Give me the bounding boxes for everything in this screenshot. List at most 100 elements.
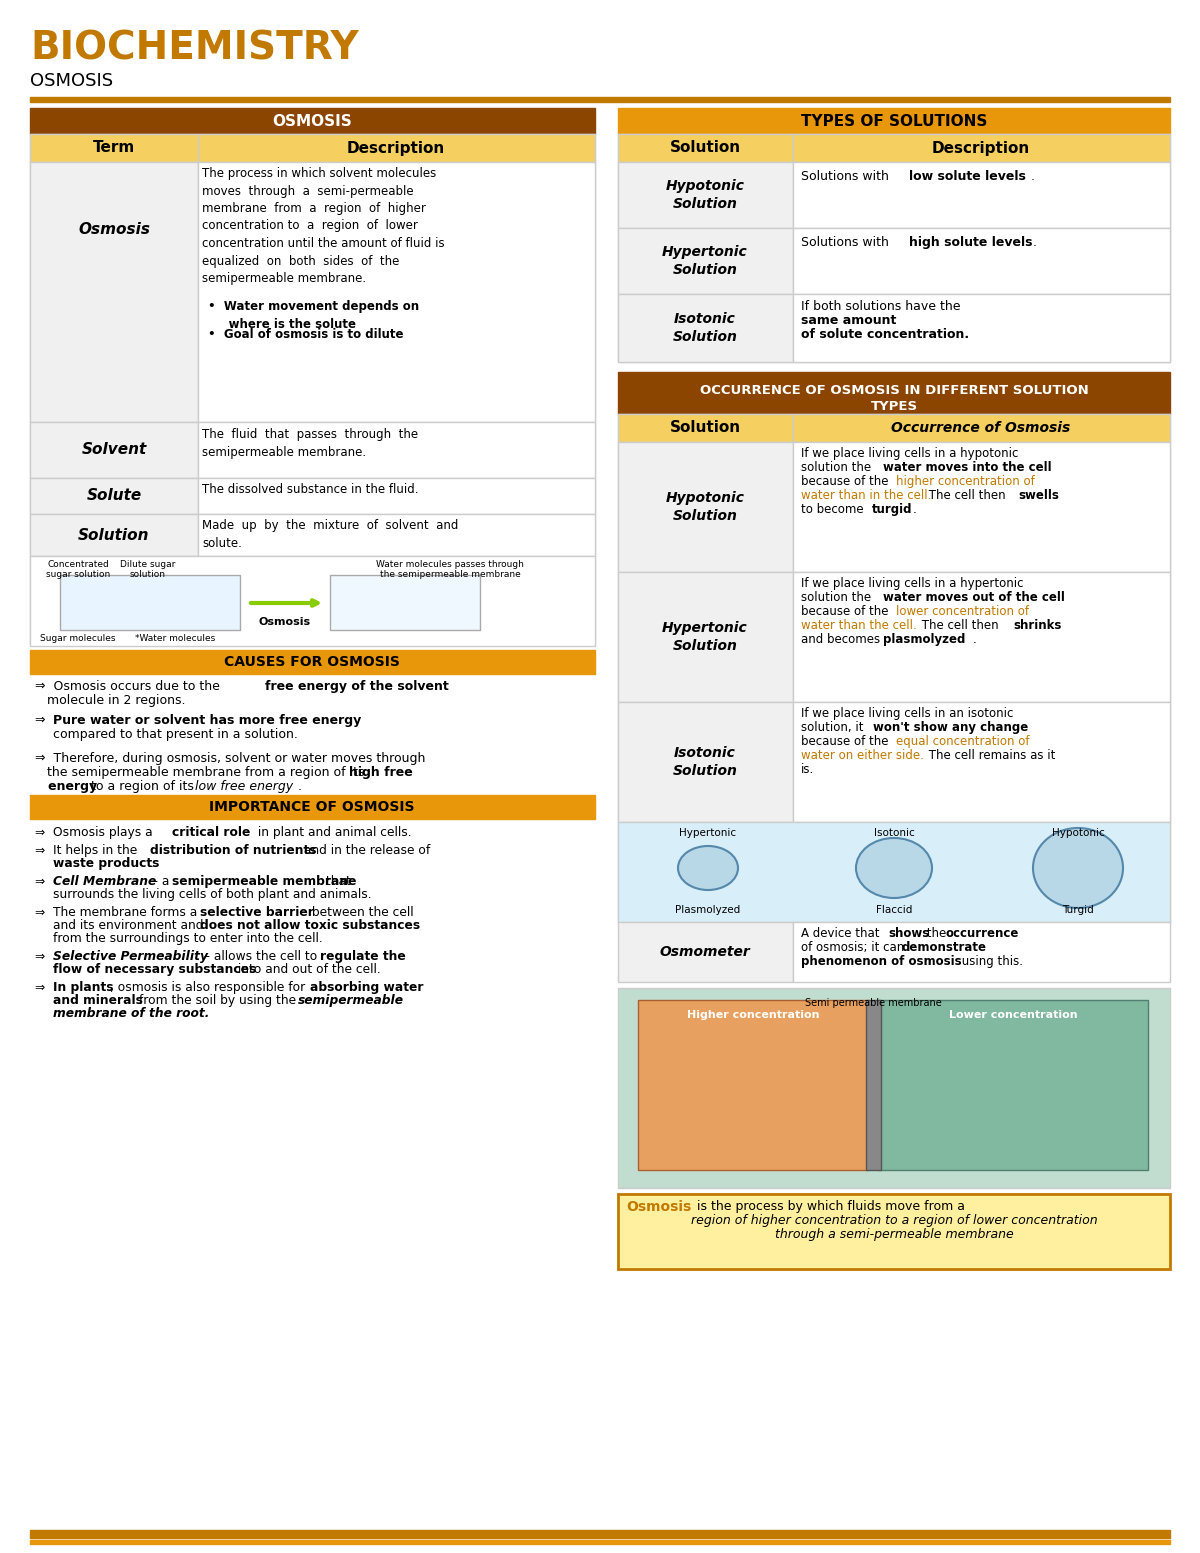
Bar — [30, 134, 198, 162]
Text: Hypotonic: Hypotonic — [1051, 828, 1104, 839]
Bar — [618, 415, 1170, 924]
Text: selective barrier: selective barrier — [200, 905, 314, 919]
Bar — [793, 294, 1170, 362]
Text: Term: Term — [92, 140, 136, 155]
Text: swells: swells — [1018, 489, 1058, 502]
Text: Solutions with: Solutions with — [802, 236, 893, 248]
Ellipse shape — [678, 846, 738, 890]
Text: Selective Permeability: Selective Permeability — [53, 950, 208, 963]
Bar — [30, 162, 198, 422]
Text: Plasmolyzed: Plasmolyzed — [676, 905, 740, 915]
Text: Solution: Solution — [78, 528, 150, 542]
Text: If we place living cells in an isotonic: If we place living cells in an isotonic — [802, 707, 1013, 721]
Text: to a region of its: to a region of its — [88, 780, 198, 794]
Text: TYPES: TYPES — [870, 401, 918, 413]
Text: CAUSES FOR OSMOSIS: CAUSES FOR OSMOSIS — [224, 655, 400, 669]
Text: absorbing water: absorbing water — [310, 981, 424, 994]
Text: into and out of the cell.: into and out of the cell. — [234, 963, 380, 975]
Bar — [618, 415, 793, 443]
Text: ⇒: ⇒ — [35, 714, 54, 727]
Text: Turgid: Turgid — [1062, 905, 1094, 915]
Text: through a semi-permeable membrane: through a semi-permeable membrane — [775, 1228, 1013, 1241]
Text: Hypertonic: Hypertonic — [679, 828, 737, 839]
Text: BIOCHEMISTRY: BIOCHEMISTRY — [30, 30, 359, 68]
Text: plasmolyzed: plasmolyzed — [883, 634, 965, 646]
Bar — [30, 422, 198, 478]
Text: demonstrate: demonstrate — [901, 941, 986, 954]
Text: of osmosis; it can: of osmosis; it can — [802, 941, 908, 954]
Text: flow of necessary substances: flow of necessary substances — [53, 963, 257, 975]
Text: is the process by which fluids move from a: is the process by which fluids move from… — [694, 1200, 970, 1213]
Text: .: . — [150, 857, 154, 870]
Text: Isotonic
Solution: Isotonic Solution — [672, 745, 738, 778]
Text: Solvent: Solvent — [82, 443, 146, 458]
Text: ⇒  The membrane forms a: ⇒ The membrane forms a — [35, 905, 202, 919]
Bar — [618, 109, 1170, 134]
Bar — [30, 109, 595, 134]
Bar — [30, 478, 198, 514]
Text: A device that: A device that — [802, 927, 883, 940]
Text: Osmosis: Osmosis — [259, 617, 311, 627]
Text: Isotonic
Solution: Isotonic Solution — [672, 312, 738, 345]
Text: Osmosis: Osmosis — [78, 222, 150, 238]
Bar — [198, 514, 595, 556]
Bar — [198, 478, 595, 514]
Text: Solute: Solute — [86, 489, 142, 503]
Text: energy: energy — [35, 780, 97, 794]
Text: OSMOSIS: OSMOSIS — [272, 113, 352, 129]
Text: and its environment and: and its environment and — [53, 919, 208, 932]
Text: solution the: solution the — [802, 592, 875, 604]
Text: Lower concentration: Lower concentration — [949, 1009, 1078, 1020]
Text: Water molecules passes through
the semipermeable membrane: Water molecules passes through the semip… — [376, 561, 524, 579]
Text: high solute levels: high solute levels — [910, 236, 1032, 248]
Text: water moves out of the cell: water moves out of the cell — [883, 592, 1064, 604]
Text: semipermeable membrane: semipermeable membrane — [172, 874, 356, 888]
Text: water on either side.: water on either side. — [802, 749, 924, 763]
Text: compared to that present in a solution.: compared to that present in a solution. — [53, 728, 298, 741]
Text: TYPES OF SOLUTIONS: TYPES OF SOLUTIONS — [800, 113, 988, 129]
Text: and in the release of: and in the release of — [300, 843, 431, 857]
Text: solution the: solution the — [802, 461, 875, 474]
Text: •  Goal of osmosis is to dilute: • Goal of osmosis is to dilute — [208, 328, 403, 342]
Text: regulate the: regulate the — [320, 950, 406, 963]
Text: solution, it: solution, it — [802, 721, 868, 735]
Ellipse shape — [1033, 828, 1123, 909]
Text: low solute levels: low solute levels — [910, 169, 1026, 183]
Text: The process in which solvent molecules
moves  through  a  semi-permeable
membran: The process in which solvent molecules m… — [202, 168, 445, 286]
Text: region of higher concentration to a region of lower concentration: region of higher concentration to a regi… — [691, 1214, 1097, 1227]
Text: phenomenon of osmosis: phenomenon of osmosis — [802, 955, 961, 968]
Text: and becomes: and becomes — [802, 634, 884, 646]
Text: surrounds the living cells of both plant and animals.: surrounds the living cells of both plant… — [53, 888, 372, 901]
Text: If we place living cells in a hypertonic: If we place living cells in a hypertonic — [802, 578, 1024, 590]
Bar — [793, 415, 1170, 443]
Text: the: the — [923, 927, 950, 940]
Bar — [793, 922, 1170, 981]
Text: low free energy: low free energy — [194, 780, 293, 794]
Text: OCCURRENCE OF OSMOSIS IN DIFFERENT SOLUTION: OCCURRENCE OF OSMOSIS IN DIFFERENT SOLUT… — [700, 384, 1088, 398]
Text: In plants: In plants — [53, 981, 114, 994]
Text: IMPORTANCE OF OSMOSIS: IMPORTANCE OF OSMOSIS — [209, 800, 415, 814]
Bar — [878, 1000, 1148, 1169]
Text: Occurrence of Osmosis: Occurrence of Osmosis — [892, 421, 1070, 435]
Text: is.: is. — [802, 763, 815, 776]
Text: Description: Description — [932, 140, 1030, 155]
Text: The cell then: The cell then — [925, 489, 1009, 502]
Bar — [618, 294, 793, 362]
Bar — [618, 572, 793, 702]
Text: because of the: because of the — [802, 475, 893, 488]
Text: water moves into the cell: water moves into the cell — [883, 461, 1051, 474]
Bar — [198, 422, 595, 478]
Bar — [30, 514, 198, 556]
Bar — [618, 1194, 1170, 1269]
Bar — [638, 1000, 868, 1169]
Bar — [793, 228, 1170, 294]
Text: Hypertonic
Solution: Hypertonic Solution — [662, 245, 748, 276]
Text: – allows the cell to: – allows the cell to — [200, 950, 322, 963]
Text: Solution: Solution — [670, 140, 740, 155]
Text: ⇒  Osmosis plays a: ⇒ Osmosis plays a — [35, 826, 156, 839]
Bar — [30, 651, 595, 674]
Bar — [30, 556, 595, 646]
Text: from the soil by using the: from the soil by using the — [134, 994, 300, 1006]
Text: critical role: critical role — [172, 826, 251, 839]
Text: using this.: using this. — [958, 955, 1022, 968]
